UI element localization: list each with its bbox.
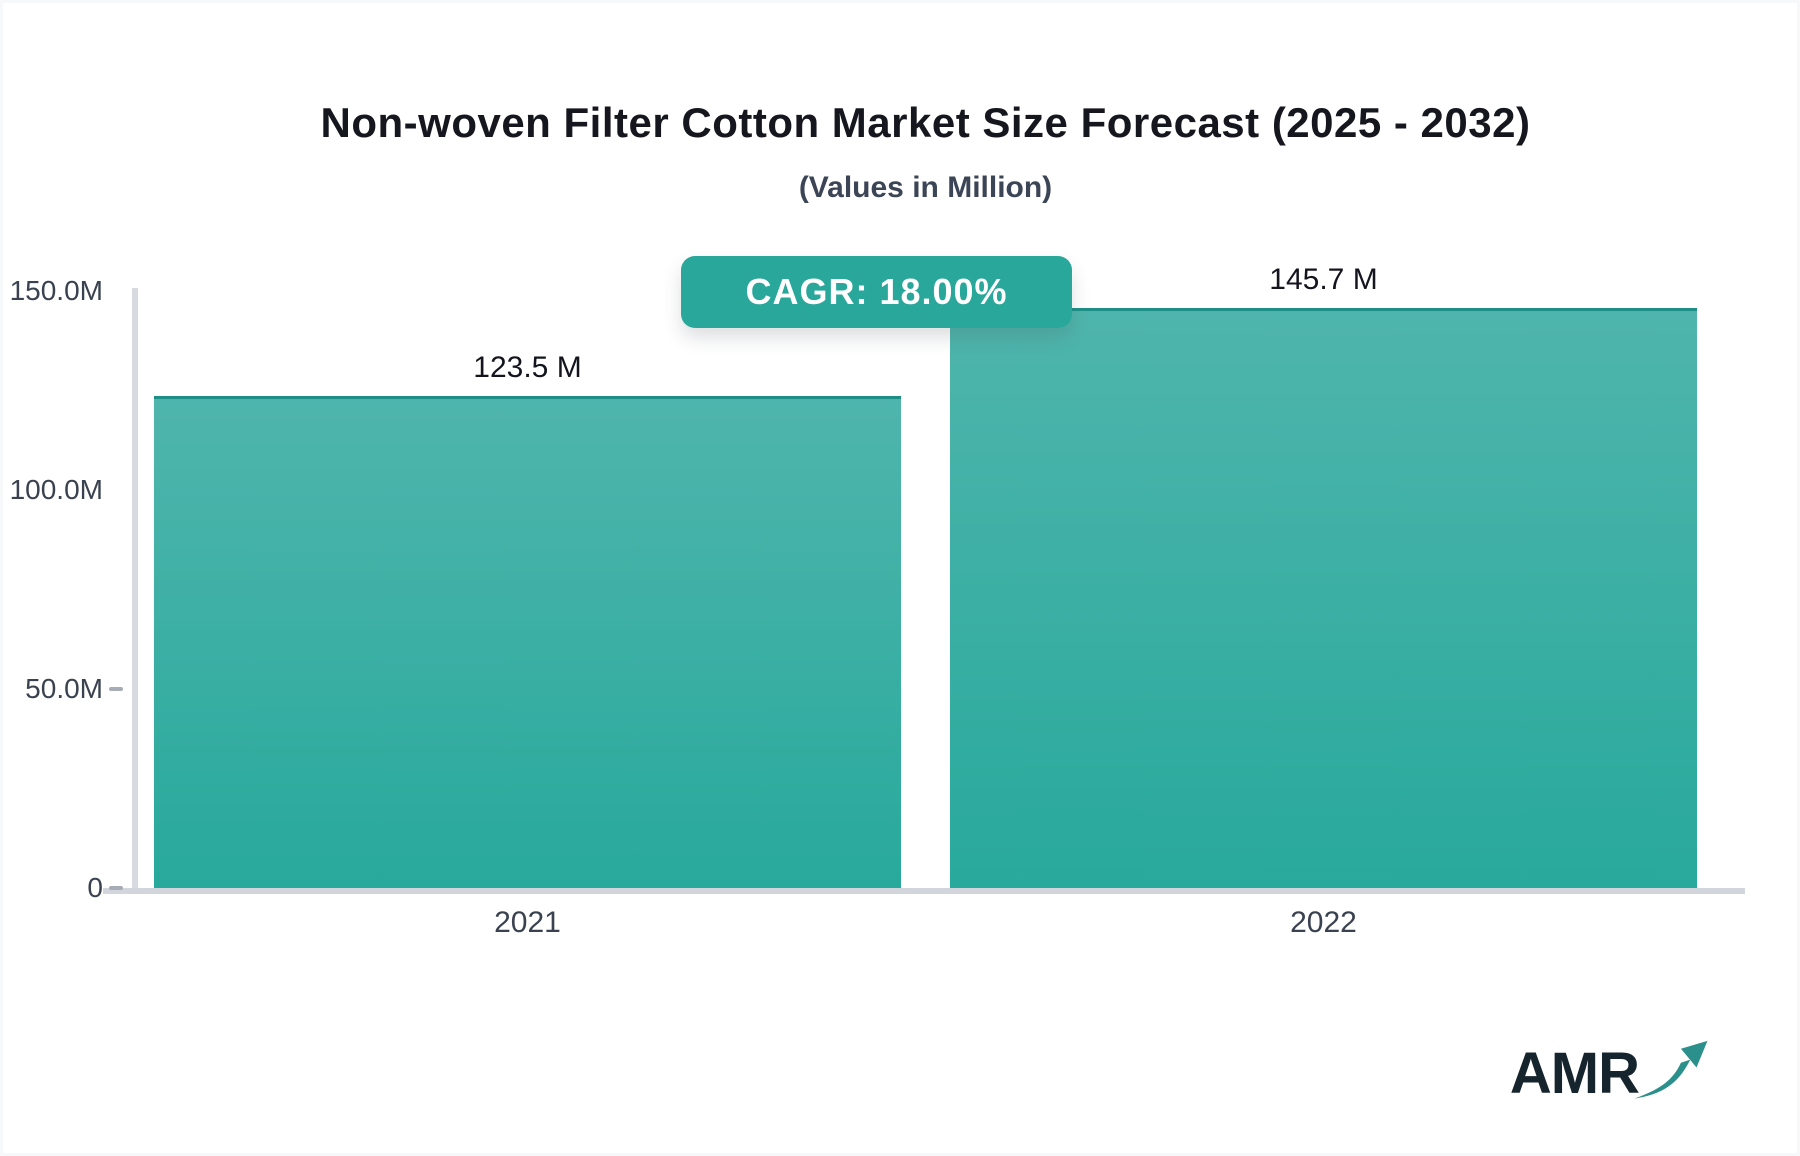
bar-2021[interactable]: [154, 396, 901, 888]
chart-subtitle: (Values in Million): [798, 171, 1053, 204]
x-axis-line: [103, 888, 1745, 894]
bar-value-label: 145.7 M: [1269, 263, 1378, 297]
cagr-badge: CAGR: 18.00%: [681, 256, 1072, 328]
y-axis-line: [132, 288, 138, 888]
y-tick-label: 150.0M: [9, 275, 103, 306]
y-tick-label: 50.0M: [25, 673, 103, 704]
bar-2022[interactable]: [950, 308, 1697, 888]
y-tick-dash: [109, 687, 123, 691]
brand-logo: AMR: [1510, 1037, 1709, 1103]
y-tick-dash: [109, 886, 123, 890]
trend-up-arrow-icon: [1634, 1040, 1708, 1099]
y-tick-label: 100.0M: [9, 474, 103, 505]
y-tick-label: 0: [87, 872, 103, 903]
brand-logo-text: AMR: [1509, 1041, 1640, 1106]
chart-title: Non-woven Filter Cotton Market Size Fore…: [320, 99, 1531, 146]
bar-value-label: 123.5 M: [473, 351, 582, 385]
x-tick-label: 2022: [1290, 906, 1357, 939]
x-tick-label: 2021: [494, 906, 561, 939]
